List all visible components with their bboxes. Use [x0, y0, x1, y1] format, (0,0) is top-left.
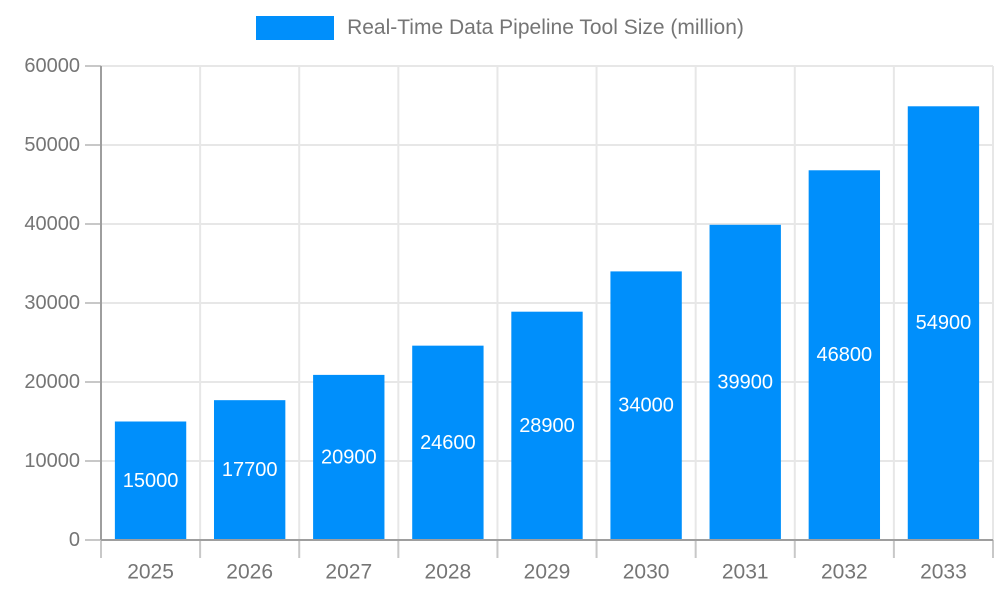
bar[interactable]	[213, 400, 286, 540]
x-tick-label: 2026	[226, 561, 273, 584]
y-tick-label: 10000	[24, 450, 80, 472]
bar[interactable]	[114, 421, 187, 541]
x-tick-label: 2027	[325, 561, 372, 584]
y-tick-label: 20000	[24, 371, 80, 393]
x-tick-label: 2033	[920, 561, 967, 584]
legend-label: Real-Time Data Pipeline Tool Size (milli…	[347, 16, 744, 39]
bar[interactable]	[907, 106, 980, 540]
bar[interactable]	[511, 311, 583, 540]
bar-value-label: 34000	[618, 395, 674, 417]
bar-value-label: 24600	[420, 432, 476, 454]
bar-value-label: 17700	[222, 459, 278, 481]
chart-legend[interactable]: Real-Time Data Pipeline Tool Size (milli…	[0, 16, 1000, 40]
bar-value-label: 54900	[916, 312, 972, 334]
bar-value-label: 28900	[519, 415, 575, 437]
x-tick-label: 2032	[821, 561, 868, 584]
x-tick-label: 2031	[722, 561, 769, 584]
bar[interactable]	[313, 374, 385, 540]
bar-value-label: 39900	[717, 371, 773, 393]
bar[interactable]	[610, 271, 682, 540]
bar-value-label: 15000	[123, 470, 179, 492]
bar-value-label: 20900	[321, 446, 377, 468]
legend-swatch	[256, 16, 335, 40]
x-tick-label: 2025	[127, 561, 174, 584]
y-tick-label: 40000	[24, 213, 80, 235]
bar[interactable]	[709, 224, 781, 541]
bar-value-label: 46800	[817, 344, 873, 366]
x-tick-label: 2029	[524, 561, 571, 584]
bar[interactable]	[412, 345, 484, 540]
y-tick-label: 50000	[24, 134, 80, 156]
x-tick-label: 2030	[623, 561, 670, 584]
y-tick-label: 30000	[24, 292, 80, 314]
x-tick-label: 2028	[425, 561, 472, 584]
y-tick-label: 60000	[24, 55, 80, 77]
y-tick-label: 0	[69, 529, 80, 551]
bar[interactable]	[808, 170, 881, 540]
